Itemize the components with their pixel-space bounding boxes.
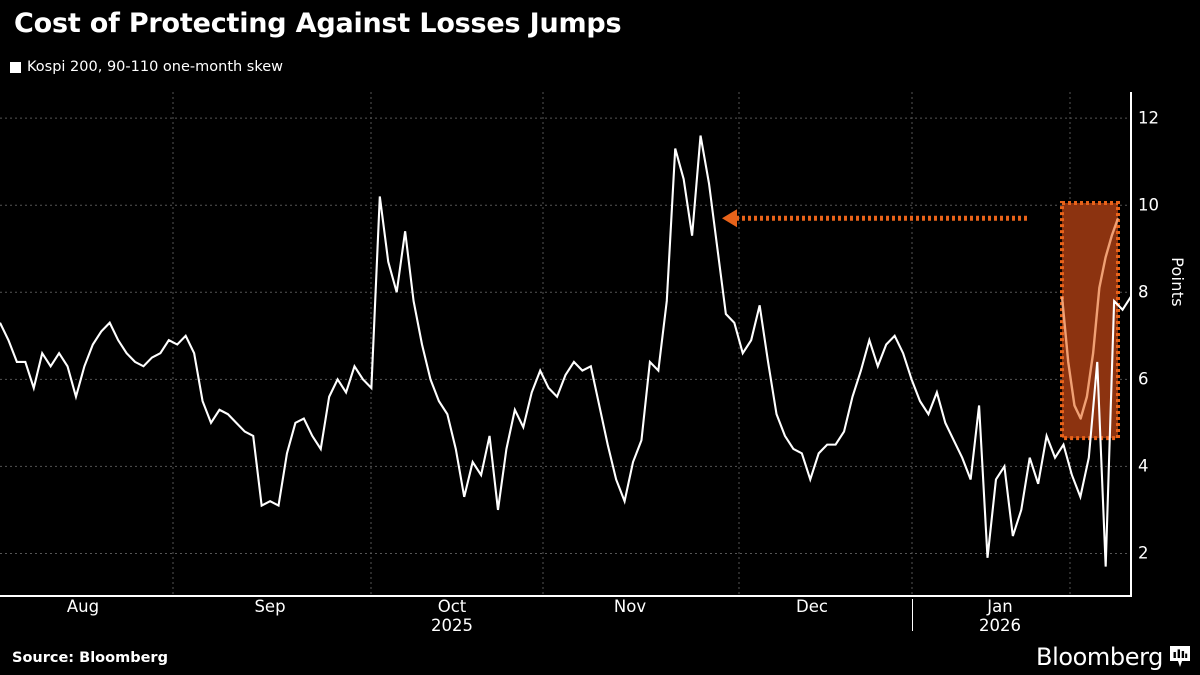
legend-square-marker-icon <box>10 61 21 73</box>
x-axis-year-label: 2025 <box>431 616 473 635</box>
y-axis-tick-label: 6 <box>1138 369 1149 389</box>
x-axis-tick-label: Dec <box>796 597 828 616</box>
y-axis-tick-label: 8 <box>1138 282 1149 302</box>
x-axis-tick-label: Jan 2026 <box>979 597 1021 635</box>
x-axis-tick-label: Oct 2025 <box>431 597 473 635</box>
legend-item-label: Kospi 200, 90-110 one-month skew <box>27 59 284 75</box>
page-title: Cost of Protecting Against Losses Jumps <box>14 8 622 39</box>
year-divider-tick <box>912 599 913 631</box>
highlight-region <box>1060 201 1120 441</box>
x-axis-month-label: Nov <box>613 597 647 616</box>
y-axis-tick-label: 4 <box>1138 456 1149 476</box>
y-axis-tick-label: 10 <box>1138 195 1159 215</box>
annotation-arrowhead-icon <box>722 209 737 228</box>
plot-area <box>0 92 1132 597</box>
x-axis-month-label: Aug <box>66 597 100 616</box>
x-axis-month-label: Dec <box>796 597 828 616</box>
y-axis-title: Points <box>1168 257 1187 307</box>
y-axis-tick-labels: 2 4 6 8 10 12 <box>1138 92 1178 597</box>
chart-legend: Kospi 200, 90-110 one-month skew <box>10 59 283 75</box>
x-axis-month-label: Sep <box>254 597 286 616</box>
x-axis-month-label: Jan <box>987 597 1013 616</box>
x-axis-month-label: Oct <box>437 597 467 616</box>
x-axis-year-label: 2026 <box>979 616 1021 635</box>
series-line-kospi-skew <box>0 135 1132 567</box>
brand-wordmark: Bloomberg <box>1036 643 1163 671</box>
series-line-highlighted <box>1060 217 1120 420</box>
bloomberg-branding: Bloomberg <box>1036 644 1190 670</box>
y-axis-tick-label: 12 <box>1138 108 1159 128</box>
x-axis-tick-label: Aug <box>67 597 99 616</box>
x-axis-tick-labels: Aug Sep Oct 2025 Nov Dec Jan 2026 <box>0 597 1132 657</box>
y-axis-tick-label: 2 <box>1138 543 1149 563</box>
chart-svg <box>0 92 1132 597</box>
bloomberg-logo-icon <box>1170 646 1190 668</box>
x-axis-tick-label: Nov <box>614 597 646 616</box>
source-note: Source: Bloomberg <box>12 650 168 666</box>
x-axis-tick-label: Sep <box>254 597 285 616</box>
